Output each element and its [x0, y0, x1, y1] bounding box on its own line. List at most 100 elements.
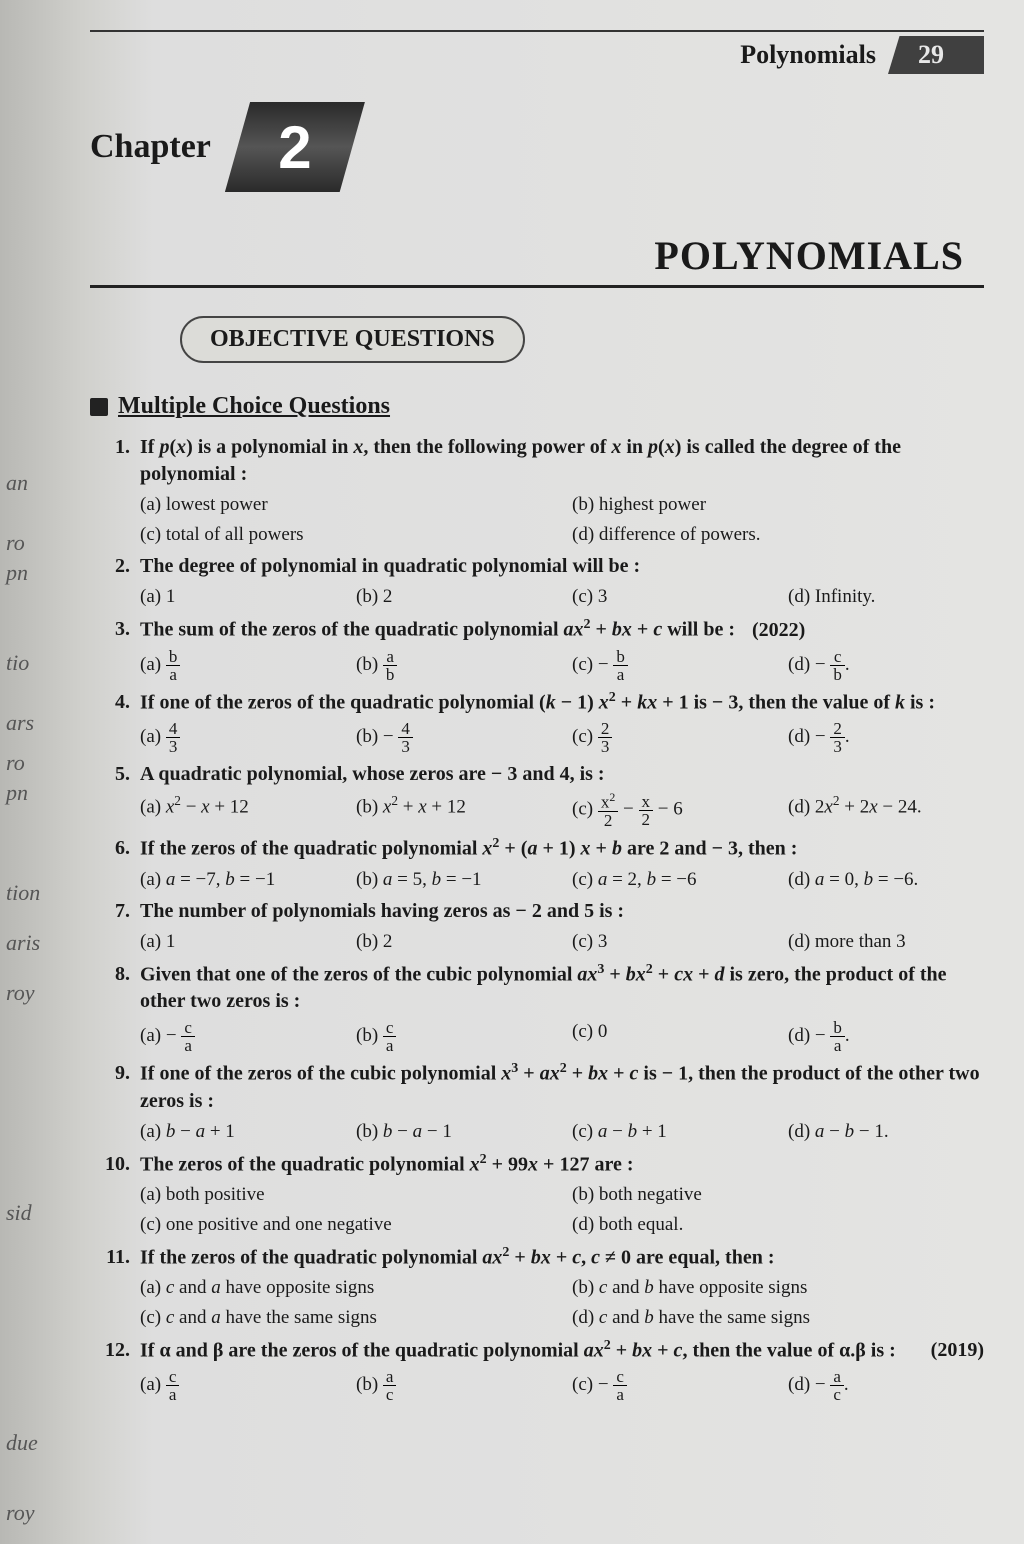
option: (d) more than 3 [788, 929, 984, 955]
question: 1.If p(x) is a polynomial in x, then the… [96, 434, 984, 547]
option: (d) a − b − 1. [788, 1119, 984, 1145]
option: (b) both negative [572, 1182, 984, 1208]
question-text: Given that one of the zeros of the cubic… [140, 961, 984, 1016]
chapter-label: Chapter [90, 128, 211, 166]
option: (a) both positive [140, 1182, 552, 1208]
options: (a) 1(b) 2(c) 3(d) more than 3 [140, 929, 984, 955]
edge-cutoff-text: sid [6, 1200, 32, 1226]
question: 12. If α and β are the zeros of the quadr… [96, 1337, 984, 1404]
edge-cutoff-text: ro [6, 530, 25, 556]
chapter-row: Chapter 2 [90, 102, 984, 192]
question-text: If one of the zeros of the cubic polynom… [140, 1060, 984, 1115]
options: (a) ca(b) ac(c) − ca(d) − ac. [140, 1368, 984, 1403]
options: (a) 1 (b) 2 (c) 3 (d) Infinity. [140, 584, 984, 610]
option: (d) both equal. [572, 1212, 984, 1238]
header-row: Polynomials 29 [90, 36, 984, 74]
question: 5.A quadratic polynomial, whose zeros ar… [96, 761, 984, 829]
chapter-number-badge: 2 [225, 102, 365, 192]
option: (c) x22 − x2 − 6 [572, 792, 768, 829]
edge-cutoff-text: an [6, 470, 28, 496]
question-number: 11. [96, 1244, 130, 1331]
question-text: If one of the zeros of the quadratic pol… [140, 689, 984, 717]
option: (a) x2 − x + 12 [140, 792, 336, 829]
question-body: The zeros of the quadratic polynomial x2… [140, 1151, 984, 1238]
page: anropntioarsropntionarisroysiddueroy Pol… [0, 0, 1024, 1544]
option: (d) − cb. [788, 648, 984, 683]
option: (b) b − a − 1 [356, 1119, 552, 1145]
question: 6.If the zeros of the quadratic polynomi… [96, 835, 984, 892]
options: (a) a = −7, b = −1 (b) a = 5, b = −1 (c) a… [140, 867, 984, 893]
question-text: If α and β are the zeros of the quadrati… [140, 1337, 984, 1365]
option: (b) 2 [356, 584, 552, 610]
question: 3.The sum of the zeros of the quadratic … [96, 616, 984, 683]
option: (a) c and a have opposite signs [140, 1275, 552, 1301]
edge-cutoff-text: pn [6, 780, 28, 806]
question-number: 10. [96, 1151, 130, 1238]
options: (a) 43(b) − 43(c) 23(d) − 23. [140, 720, 984, 755]
option: (c) 23 [572, 720, 768, 755]
question: 9.If one of the zeros of the cubic polyn… [96, 1060, 984, 1144]
option: (c) − ca [572, 1368, 768, 1403]
question: 10. The zeros of the quadratic polynomial… [96, 1151, 984, 1238]
option: (c) 0 [572, 1019, 768, 1054]
option: (a) − ca [140, 1019, 336, 1054]
question-body: If α and β are the zeros of the quadrati… [140, 1337, 984, 1404]
edge-cutoff-text: due [6, 1430, 38, 1456]
option: (c) a = 2, b = −6 [572, 867, 768, 893]
question-body: If the zeros of the quadratic polynomial… [140, 1244, 984, 1331]
question-body: A quadratic polynomial, whose zeros are … [140, 761, 984, 829]
question-text: If the zeros of the quadratic polynomial… [140, 835, 984, 863]
edge-cutoff-text: roy [6, 1500, 35, 1526]
top-rule [90, 30, 984, 32]
option: (c) 3 [572, 584, 768, 610]
mcq-heading-row: Multiple Choice Questions [90, 393, 984, 420]
option: (b) ac [356, 1368, 552, 1403]
option: (d) difference of powers. [572, 522, 984, 548]
option: (d) a = 0, b = −6. [788, 867, 984, 893]
option: (d) Infinity. [788, 584, 984, 610]
option: (a) ca [140, 1368, 336, 1403]
options: (a) x2 − x + 12 (b) x2 + x + 12 (c) x22 − … [140, 792, 984, 829]
mcq-heading: Multiple Choice Questions [118, 393, 390, 420]
options: (a) ba(b) ab(c) − ba(d) − cb. [140, 648, 984, 683]
question: 4.If one of the zeros of the quadratic p… [96, 689, 984, 756]
option: (c) c and a have the same signs [140, 1305, 552, 1331]
options: (a) both positive (b) both negative (c) on… [140, 1182, 984, 1237]
option: (b) x2 + x + 12 [356, 792, 552, 829]
option: (a) 1 [140, 584, 336, 610]
question: 11. If the zeros of the quadratic polynom… [96, 1244, 984, 1331]
question-number: 2. [96, 553, 130, 610]
question: 2.The degree of polynomial in quadratic … [96, 553, 984, 610]
option: (a) 43 [140, 720, 336, 755]
questions-list: 1.If p(x) is a polynomial in x, then the… [90, 434, 984, 1403]
option: (c) 3 [572, 929, 768, 955]
main-title: POLYNOMIALS [90, 232, 984, 279]
bullet-icon [90, 398, 108, 416]
page-number-badge: 29 [888, 36, 984, 74]
question-number: 12. [96, 1337, 130, 1404]
question-body: The sum of the zeros of the quadratic po… [140, 616, 984, 683]
question-body: If p(x) is a polynomial in x, then the f… [140, 434, 984, 547]
option: (b) a = 5, b = −1 [356, 867, 552, 893]
question-text: The number of polynomials having zeros a… [140, 898, 984, 925]
question-text: If p(x) is a polynomial in x, then the f… [140, 434, 984, 488]
edge-cutoff-text: ro [6, 750, 25, 776]
option: (c) − ba [572, 648, 768, 683]
edge-cutoff-text: tio [6, 650, 29, 676]
question-number: 7. [96, 898, 130, 955]
question-number: 3. [96, 616, 130, 683]
option: (b) ab [356, 648, 552, 683]
option: (c) a − b + 1 [572, 1119, 768, 1145]
question-text: A quadratic polynomial, whose zeros are … [140, 761, 984, 788]
question-body: The degree of polynomial in quadratic po… [140, 553, 984, 610]
edge-cutoff-text: roy [6, 980, 35, 1006]
option: (b) ca [356, 1019, 552, 1054]
option: (a) a = −7, b = −1 [140, 867, 336, 893]
option: (c) one positive and one negative [140, 1212, 552, 1238]
question-body: If one of the zeros of the quadratic pol… [140, 689, 984, 756]
question-number: 1. [96, 434, 130, 547]
objective-questions-badge: OBJECTIVE QUESTIONS [180, 316, 525, 363]
header-subject: Polynomials [740, 40, 876, 70]
binding-edge-labels: anropntioarsropntionarisroysiddueroy [2, 0, 52, 1544]
title-rule [90, 285, 984, 288]
